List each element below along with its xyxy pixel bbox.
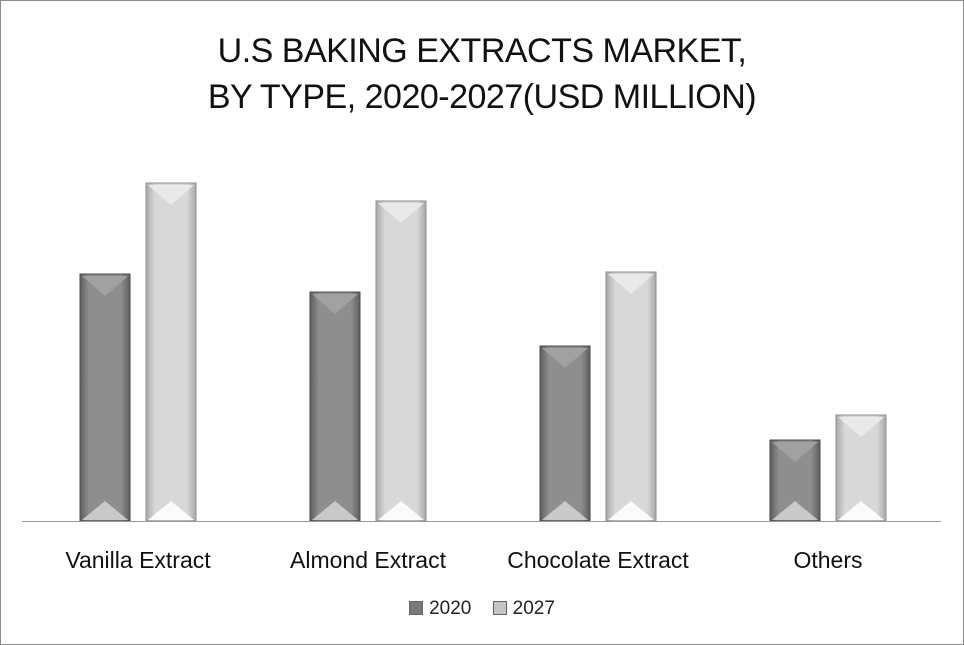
bar-almond-extract-2027 — [375, 200, 427, 522]
bar-others-2020 — [769, 439, 821, 522]
chart-title-line-2: BY TYPE, 2020-2027(USD MILLION) — [207, 78, 757, 116]
x-tick-label: Others — [793, 547, 862, 573]
legend-item-2020: 2020 — [409, 598, 471, 620]
x-tick-label: Almond Extract — [290, 547, 447, 573]
legend-swatch-2027 — [492, 601, 507, 615]
chart-title: U.S BAKING EXTRACTS MARKET, BY TYPE, 202… — [0, 28, 964, 120]
x-tick-label: Vanilla Extract — [65, 547, 211, 573]
legend-item-2027: 2027 — [492, 598, 555, 620]
legend-label-2020: 2020 — [429, 598, 472, 619]
bar-almond-extract-2020 — [309, 291, 361, 522]
bar-chocolate-extract-2020 — [539, 345, 591, 522]
x-tick-label: Chocolate Extract — [507, 547, 689, 573]
legend-swatch-2020 — [409, 601, 424, 615]
bar-chocolate-extract-2027 — [605, 271, 657, 522]
bar-vanilla-extract-2020 — [79, 273, 131, 522]
chart-legend: 2020 2027 — [0, 598, 964, 620]
bar-others-2027 — [835, 414, 887, 522]
bar-vanilla-extract-2027 — [145, 182, 197, 522]
chart-title-line-1: U.S BAKING EXTRACTS MARKET, — [217, 32, 747, 70]
legend-label-2027: 2027 — [512, 598, 555, 619]
